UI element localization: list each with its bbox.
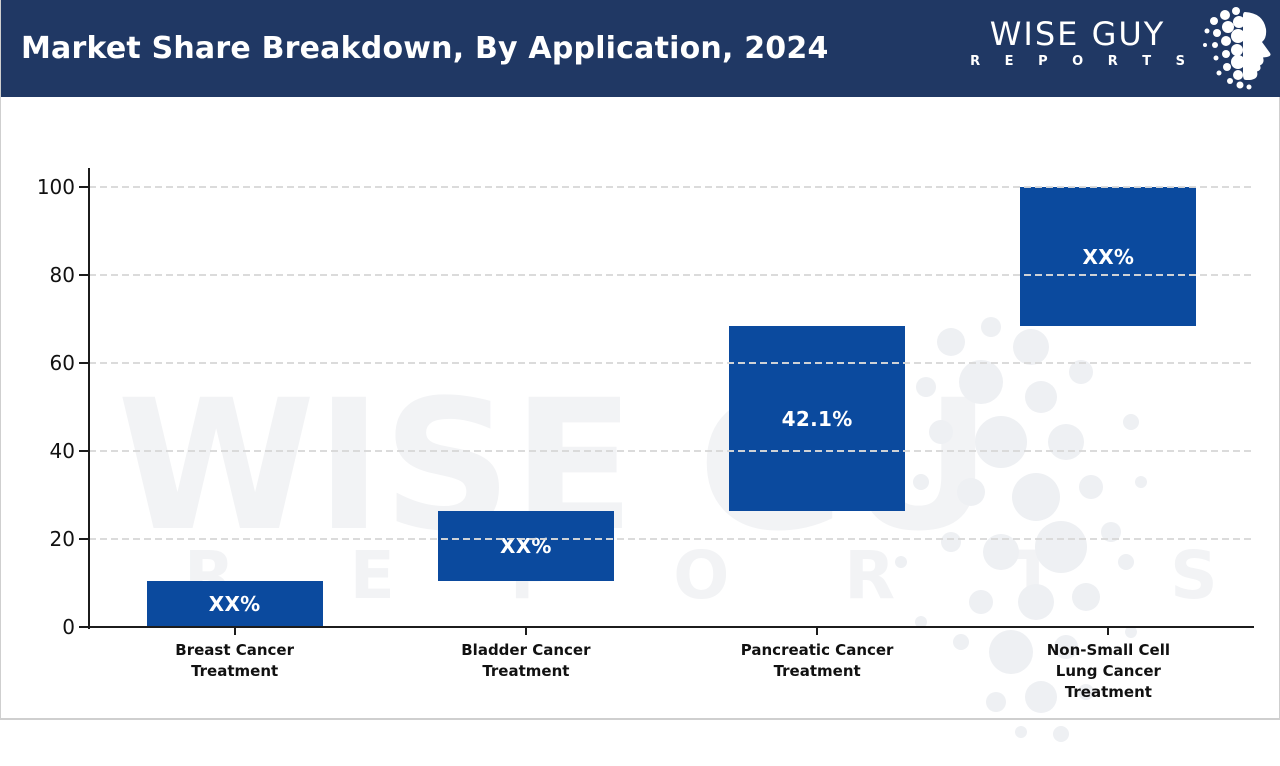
y-tick-label: 60 xyxy=(49,351,75,375)
gridline xyxy=(89,186,1254,188)
bar-value-label: XX% xyxy=(1082,244,1135,269)
y-tick-label: 80 xyxy=(49,263,75,287)
y-tick-label: 40 xyxy=(49,439,75,463)
page: Market Share Breakdown, By Application, … xyxy=(0,0,1280,742)
category-label: Pancreatic Cancer Treatment xyxy=(687,640,947,682)
gridline xyxy=(89,538,1254,540)
y-tick-label: 20 xyxy=(49,527,75,551)
page-title: Market Share Breakdown, By Application, … xyxy=(21,31,829,66)
category-label-line: Treatment xyxy=(773,662,861,680)
bar-segment: 42.1% xyxy=(729,326,906,512)
y-tick-mark xyxy=(79,538,88,540)
wiseguy-logo: WISE GUY R E P O R T S xyxy=(970,0,1273,97)
category-label: Breast Cancer Treatment xyxy=(105,640,365,682)
category-label-line: Lung Cancer xyxy=(1055,662,1161,680)
y-tick-mark xyxy=(79,186,88,188)
watermark-head-dots xyxy=(831,302,1191,766)
category-label: Bladder Cancer Treatment xyxy=(396,640,656,682)
category-label-line: Pancreatic Cancer xyxy=(740,641,894,659)
category-label-line: Treatment xyxy=(191,662,279,680)
logo-text: WISE GUY R E P O R T S xyxy=(960,16,1195,69)
gridline xyxy=(89,274,1254,276)
bar-value-label: XX% xyxy=(208,591,261,616)
y-tick-mark xyxy=(79,626,88,628)
bar-segment: XX% xyxy=(437,511,614,581)
y-tick-mark xyxy=(79,450,88,452)
category-label-line: Treatment xyxy=(482,662,570,680)
y-tick-label: 0 xyxy=(62,615,75,639)
gridline xyxy=(89,450,1254,452)
x-tick-mark xyxy=(524,628,527,635)
header: Market Share Breakdown, By Application, … xyxy=(1,0,1280,97)
category-label-line: Breast Cancer xyxy=(175,641,294,659)
chart: WISE GU R E P O R T S xyxy=(1,97,1280,742)
x-axis-line xyxy=(88,626,1254,628)
y-tick-mark xyxy=(79,274,88,276)
logo-wordmark: WISE GUY xyxy=(989,15,1166,53)
x-tick-mark xyxy=(816,628,819,635)
x-tick-mark xyxy=(1107,628,1110,635)
bar-segment: XX% xyxy=(1020,187,1197,327)
category-label-line: Non-Small Cell xyxy=(1046,641,1171,659)
y-tick-label: 100 xyxy=(36,175,75,199)
logo-head-icon xyxy=(1195,5,1273,95)
y-tick-mark xyxy=(79,362,88,364)
category-label: Non-Small Cell Lung Cancer Treatment xyxy=(978,640,1238,703)
x-tick-mark xyxy=(233,628,236,635)
y-axis-line xyxy=(88,168,90,629)
gridline xyxy=(89,362,1254,364)
bar-segment: XX% xyxy=(146,580,323,627)
logo-subtitle: R E P O R T S xyxy=(970,54,1195,69)
category-label-line: Bladder Cancer xyxy=(461,641,591,659)
bar-value-label: 42.1% xyxy=(781,406,853,431)
category-label-line: Treatment xyxy=(1064,683,1152,701)
